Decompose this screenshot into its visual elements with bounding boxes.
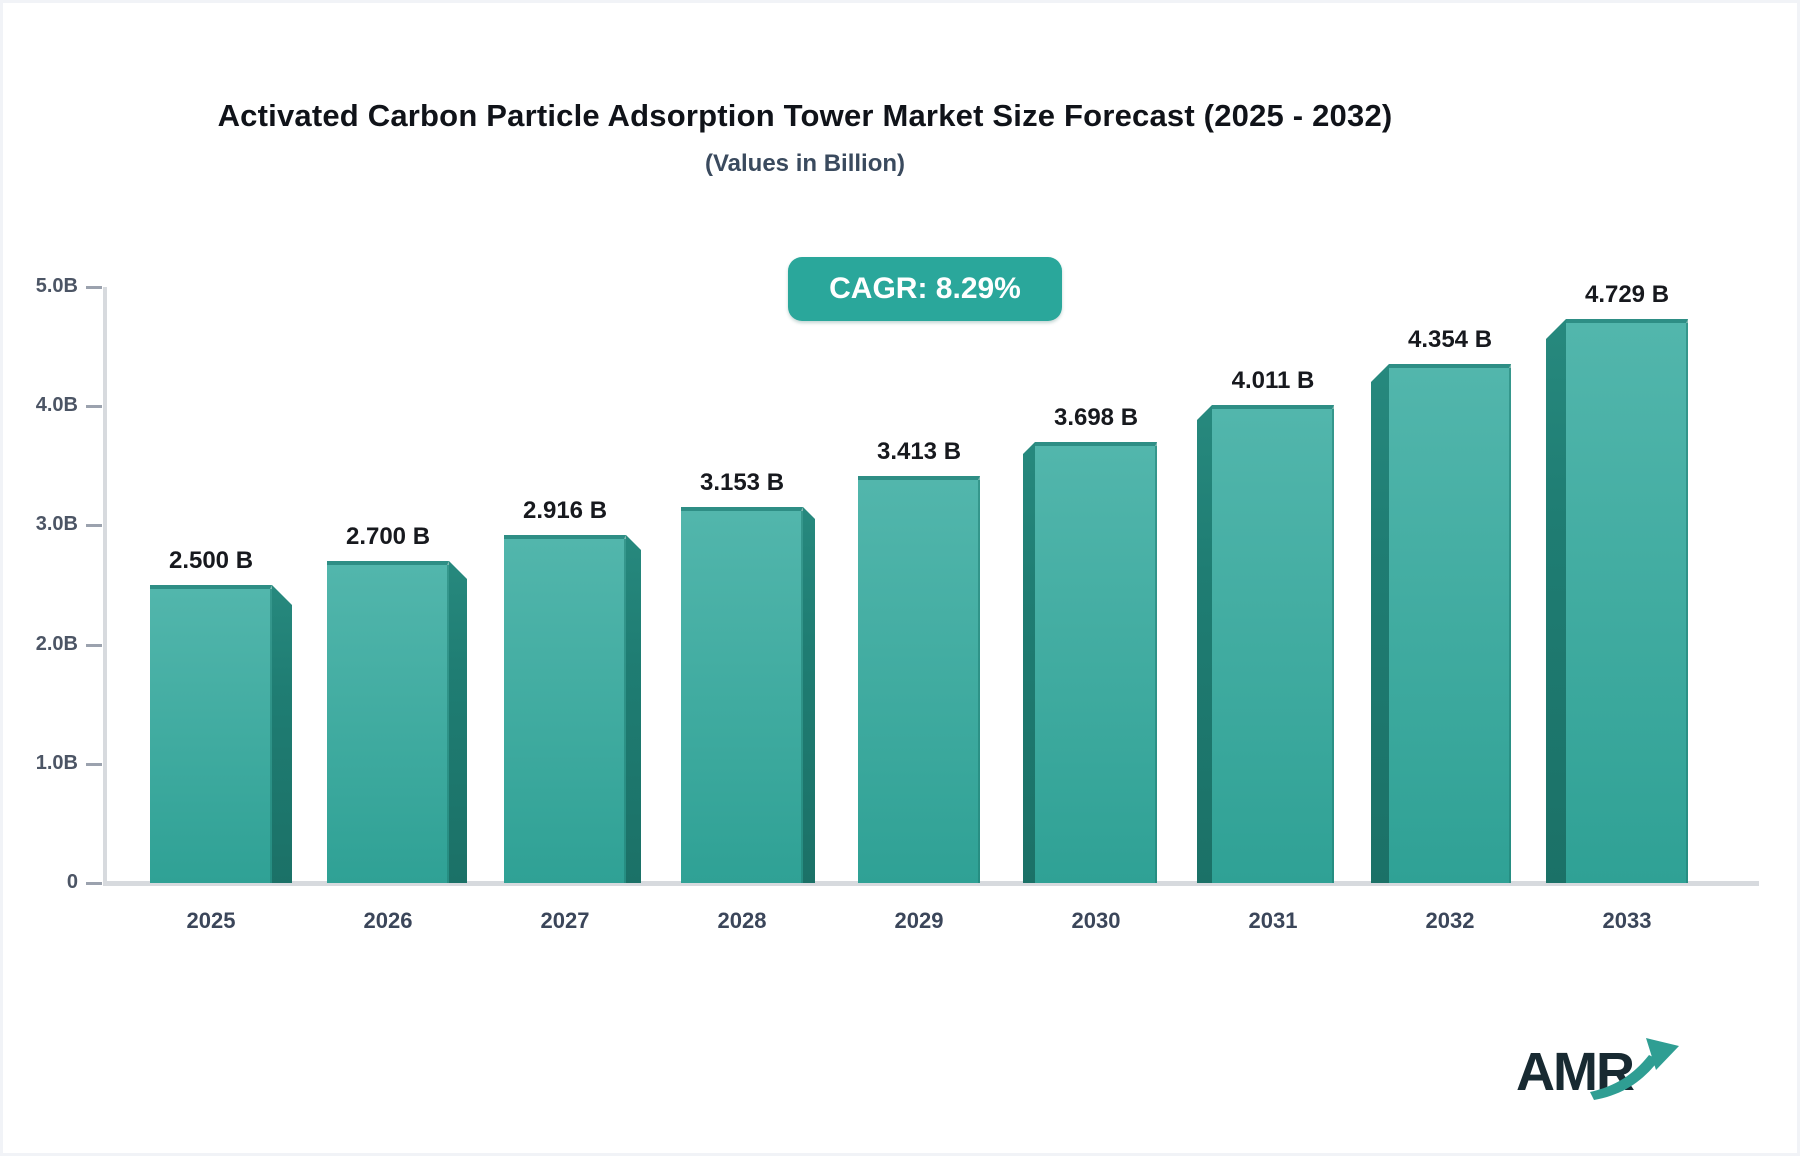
x-tick-label: 2026 bbox=[363, 908, 413, 933]
y-tick-label: 1.0B bbox=[35, 751, 78, 774]
y-tick-label: 4.0B bbox=[35, 394, 78, 417]
chart-subtitle: (Values in Billion) bbox=[704, 150, 906, 177]
x-tick-label: 2031 bbox=[1248, 908, 1298, 933]
bar-value-label: 2.500 B bbox=[168, 547, 254, 574]
amr-logo: AMR bbox=[1516, 1038, 1679, 1102]
x-tick-label: 2029 bbox=[894, 908, 944, 933]
chart-title: Activated Carbon Particle Adsorption Tow… bbox=[217, 98, 1393, 133]
x-tick-label: 2033 bbox=[1602, 908, 1652, 933]
bar-side-2025 bbox=[272, 585, 292, 883]
bar-2026 bbox=[327, 561, 449, 883]
y-axis-line bbox=[103, 287, 107, 883]
bar-2031 bbox=[1212, 405, 1334, 883]
bar-side-2026 bbox=[449, 561, 467, 883]
bar-2032 bbox=[1389, 364, 1511, 883]
y-tick-mark bbox=[86, 405, 102, 409]
y-tick-mark bbox=[86, 524, 102, 528]
bar-2033 bbox=[1566, 319, 1688, 883]
y-tick-label: 0 bbox=[66, 871, 78, 893]
bar-2029 bbox=[858, 476, 980, 883]
bar-side-2027 bbox=[626, 535, 641, 883]
bar-value-label: 4.354 B bbox=[1407, 326, 1493, 353]
y-tick-label: 5.0B bbox=[35, 275, 78, 297]
bar-value-label: 2.916 B bbox=[522, 497, 608, 524]
x-axis-line bbox=[103, 881, 1759, 886]
y-tick-label: 3.0B bbox=[35, 513, 78, 536]
x-tick-label: 2030 bbox=[1071, 908, 1121, 933]
logo-arrowhead-icon bbox=[1646, 1038, 1679, 1070]
bar-value-label: 3.153 B bbox=[699, 469, 785, 496]
bar-2025 bbox=[150, 585, 272, 883]
bar-value-label: 4.011 B bbox=[1231, 367, 1315, 394]
bar-side-2033 bbox=[1546, 319, 1566, 883]
x-tick-label: 2028 bbox=[717, 908, 767, 933]
y-tick-mark bbox=[86, 643, 102, 647]
y-tick-mark bbox=[86, 762, 102, 766]
x-tick-label: 2032 bbox=[1425, 908, 1475, 933]
y-tick-label: 2.0B bbox=[35, 632, 78, 655]
x-tick-label: 2025 bbox=[186, 908, 236, 933]
bar-side-2030 bbox=[1023, 442, 1035, 883]
y-tick-mark bbox=[86, 286, 102, 289]
bar-value-label: 3.413 B bbox=[876, 438, 962, 465]
bar-2028 bbox=[681, 507, 803, 883]
bar-value-label: 4.729 B bbox=[1584, 281, 1670, 308]
logo-arrow-swoosh-icon bbox=[1590, 1055, 1659, 1100]
cagr-badge: CAGR: 8.29% bbox=[788, 257, 1062, 321]
bar-side-2032 bbox=[1371, 364, 1389, 883]
bar-value-label: 2.700 B bbox=[345, 523, 431, 550]
x-tick-label: 2027 bbox=[540, 908, 590, 933]
y-tick-mark bbox=[86, 882, 102, 885]
bar-2030 bbox=[1035, 442, 1157, 883]
bar-2027 bbox=[504, 535, 626, 883]
bar-value-label: 3.698 B bbox=[1053, 404, 1139, 431]
bar-side-2028 bbox=[803, 507, 815, 883]
bar-side-2031 bbox=[1197, 405, 1212, 883]
